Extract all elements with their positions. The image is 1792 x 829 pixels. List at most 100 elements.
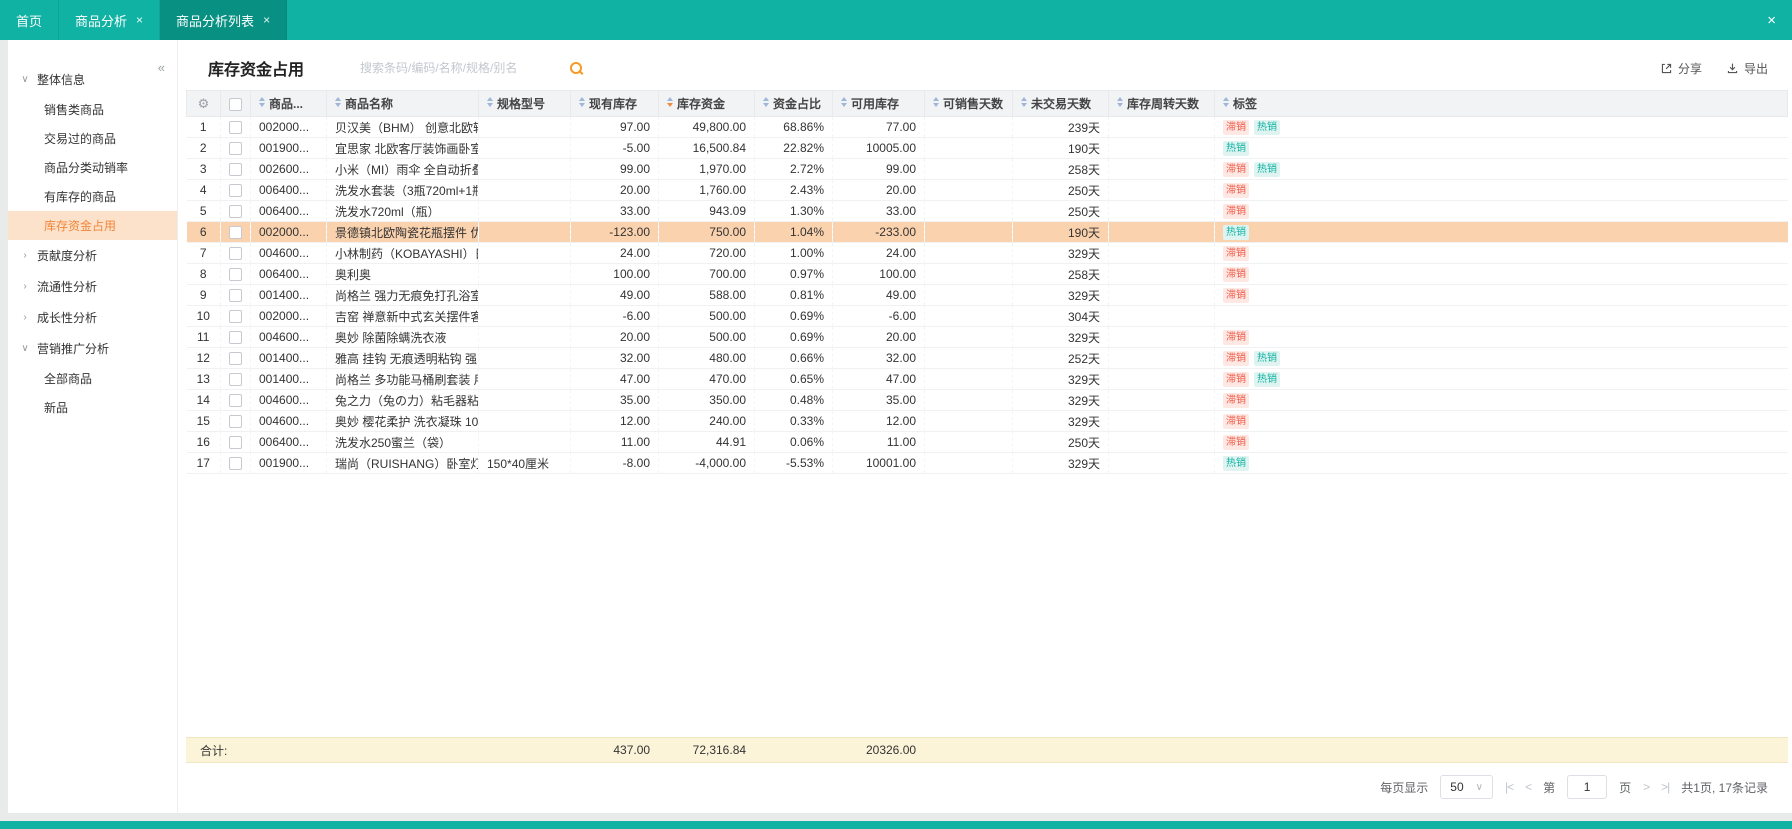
sort-icon[interactable] — [763, 97, 769, 107]
next-page-icon[interactable]: > — [1643, 780, 1650, 794]
row-checkbox[interactable] — [229, 226, 242, 240]
column-header-商品名称[interactable]: 商品名称 — [326, 90, 479, 117]
table-row[interactable]: 5 006400... 洗发水720ml（瓶） 33.00 943.09 1.30% 33.… — [186, 200, 1788, 222]
sort-icon[interactable] — [841, 97, 847, 107]
row-checkbox[interactable] — [229, 331, 242, 345]
search-icon[interactable] — [570, 61, 583, 75]
tab-close-icon[interactable]: × — [136, 13, 144, 27]
row-checkbox-cell[interactable] — [220, 116, 251, 138]
column-header-可用库存[interactable]: 可用库存 — [832, 90, 925, 117]
sidebar-item-商品分类动销率[interactable]: 商品分类动销率 — [44, 161, 129, 175]
column-header-可销售天数[interactable]: 可销售天数 — [924, 90, 1013, 117]
column-header-标签[interactable]: 标签 — [1214, 90, 1788, 117]
column-header-未交易天数[interactable]: 未交易天数 — [1012, 90, 1109, 117]
row-checkbox-cell[interactable] — [220, 284, 251, 306]
tab-商品分析列表[interactable]: 商品分析列表 × — [160, 0, 288, 40]
sidebar-section-整体信息[interactable]: ∨ 整体信息 — [8, 64, 177, 95]
column-header-库存资金[interactable]: 库存资金 — [658, 90, 755, 117]
row-checkbox[interactable] — [229, 436, 242, 450]
settings-column-header[interactable]: ⚙ — [186, 90, 221, 117]
table-row[interactable]: 6 002000... 景德镇北欧陶瓷花瓶摆件 优 -123.00 750.00 1.04… — [186, 221, 1788, 243]
sidebar-section-流通性分析[interactable]: › 流通性分析 — [8, 271, 177, 302]
sidebar-item-有库存的商品[interactable]: 有库存的商品 — [44, 190, 117, 204]
row-checkbox[interactable] — [229, 310, 242, 324]
row-checkbox[interactable] — [229, 373, 242, 387]
export-button[interactable]: 导出 — [1726, 60, 1768, 77]
sidebar-section-成长性分析[interactable]: › 成长性分析 — [8, 302, 177, 333]
sidebar-item-新品[interactable]: 新品 — [44, 401, 69, 415]
select-all-checkbox[interactable] — [229, 97, 242, 111]
select-all-header[interactable] — [220, 90, 251, 117]
column-header-规格型号[interactable]: 规格型号 — [478, 90, 571, 117]
table-row[interactable]: 8 006400... 奥利奥 100.00 700.00 0.97% 100.00 258天… — [186, 263, 1788, 285]
close-all-icon[interactable]: × — [1767, 11, 1776, 29]
sort-icon[interactable] — [1117, 97, 1123, 107]
table-row[interactable]: 14 004600... 兔之力（兔の力）粘毛器粘 35.00 350.00 0.48% 3… — [186, 389, 1788, 411]
sidebar-item-库存资金占用[interactable]: 库存资金占用 — [8, 211, 177, 240]
sort-icon[interactable] — [667, 97, 673, 107]
column-header-资金占比[interactable]: 资金占比 — [754, 90, 833, 117]
row-checkbox[interactable] — [229, 184, 242, 198]
row-checkbox[interactable] — [229, 247, 242, 261]
table-row[interactable]: 7 004600... 小林制药（KOBAYASHI）日 24.00 720.00 1.0… — [186, 242, 1788, 264]
row-checkbox[interactable] — [229, 289, 242, 303]
row-checkbox[interactable] — [229, 142, 242, 156]
row-checkbox-cell[interactable] — [220, 200, 251, 222]
sort-icon[interactable] — [259, 97, 265, 107]
table-row[interactable]: 15 004600... 奥妙 樱花柔护 洗衣凝珠 10 12.00 240.00 0.3… — [186, 410, 1788, 432]
last-page-icon[interactable]: >| — [1661, 780, 1670, 794]
row-checkbox-cell[interactable] — [220, 221, 251, 243]
page-input[interactable] — [1567, 775, 1608, 799]
table-row[interactable]: 1 002000... 贝汉美（BHM） 创意北欧轻 97.00 49,800.00 68… — [186, 116, 1788, 138]
row-checkbox-cell[interactable] — [220, 410, 251, 432]
sidebar-collapse-icon[interactable]: « — [157, 60, 165, 75]
sort-icon[interactable] — [1223, 97, 1229, 107]
row-checkbox-cell[interactable] — [220, 158, 251, 180]
row-checkbox[interactable] — [229, 205, 242, 219]
tab-首页[interactable]: 首页 — [0, 0, 60, 40]
tab-close-icon[interactable]: × — [263, 13, 271, 27]
row-checkbox[interactable] — [229, 121, 242, 135]
share-button[interactable]: 分享 — [1660, 60, 1702, 77]
table-row[interactable]: 16 006400... 洗发水250蜜兰（袋） 11.00 44.91 0.06% 11.… — [186, 431, 1788, 453]
sort-icon[interactable] — [1021, 97, 1027, 107]
column-header-商品...[interactable]: 商品... — [250, 90, 327, 117]
row-checkbox-cell[interactable] — [220, 305, 251, 327]
table-row[interactable]: 2 001900... 宜思家 北欧客厅装饰画卧室 -5.00 16,500.84 22.… — [186, 137, 1788, 159]
row-checkbox-cell[interactable] — [220, 452, 251, 474]
row-checkbox-cell[interactable] — [220, 347, 251, 369]
row-checkbox[interactable] — [229, 268, 242, 282]
table-row[interactable]: 9 001400... 尚格兰 强力无痕免打孔浴室 49.00 588.00 0.81% 4… — [186, 284, 1788, 306]
table-row[interactable]: 12 001400... 雅高 挂钩 无痕透明粘钩 强 32.00 480.00 0.66… — [186, 347, 1788, 369]
sidebar-section-营销推广分析[interactable]: ∨ 营销推广分析 — [8, 333, 177, 364]
row-checkbox-cell[interactable] — [220, 368, 251, 390]
row-checkbox-cell[interactable] — [220, 137, 251, 159]
gear-icon[interactable]: ⚙ — [197, 95, 210, 111]
row-checkbox-cell[interactable] — [220, 242, 251, 264]
sort-icon[interactable] — [487, 97, 493, 107]
prev-page-icon[interactable]: < — [1525, 780, 1532, 794]
table-row[interactable]: 17 001900... 瑞尚（RUISHANG）卧室灯 150*40厘米 -8.00-… — [186, 452, 1788, 474]
per-page-select[interactable]: 50 ∨ — [1440, 775, 1493, 799]
row-checkbox[interactable] — [229, 394, 242, 408]
table-row[interactable]: 3 002600... 小米（MI）雨伞 全自动折叠 99.00 1,970.00 2.7… — [186, 158, 1788, 180]
sidebar-item-全部商品[interactable]: 全部商品 — [44, 372, 93, 386]
row-checkbox-cell[interactable] — [220, 431, 251, 453]
search-input[interactable] — [360, 61, 561, 75]
row-checkbox-cell[interactable] — [220, 389, 251, 411]
sort-icon[interactable] — [335, 97, 341, 107]
row-checkbox[interactable] — [229, 163, 242, 177]
row-checkbox-cell[interactable] — [220, 179, 251, 201]
column-header-库存周转天数[interactable]: 库存周转天数 — [1108, 90, 1215, 117]
column-header-现有库存[interactable]: 现有库存 — [570, 90, 659, 117]
table-row[interactable]: 11 004600... 奥妙 除菌除螨洗衣液 20.00 500.00 0.69% 20.… — [186, 326, 1788, 348]
row-checkbox-cell[interactable] — [220, 263, 251, 285]
sidebar-item-交易过的商品[interactable]: 交易过的商品 — [44, 132, 117, 146]
row-checkbox[interactable] — [229, 457, 242, 471]
table-row[interactable]: 13 001400... 尚格兰 多功能马桶刷套装 用 47.00 470.00 0.65… — [186, 368, 1788, 390]
sidebar-item-销售类商品[interactable]: 销售类商品 — [44, 103, 105, 117]
row-checkbox[interactable] — [229, 352, 242, 366]
first-page-icon[interactable]: |< — [1504, 780, 1514, 794]
sort-icon[interactable] — [579, 97, 585, 107]
table-row[interactable]: 10 002000... 吉窑 禅意新中式玄关摆件客 -6.00 500.00 0.69%… — [186, 305, 1788, 327]
